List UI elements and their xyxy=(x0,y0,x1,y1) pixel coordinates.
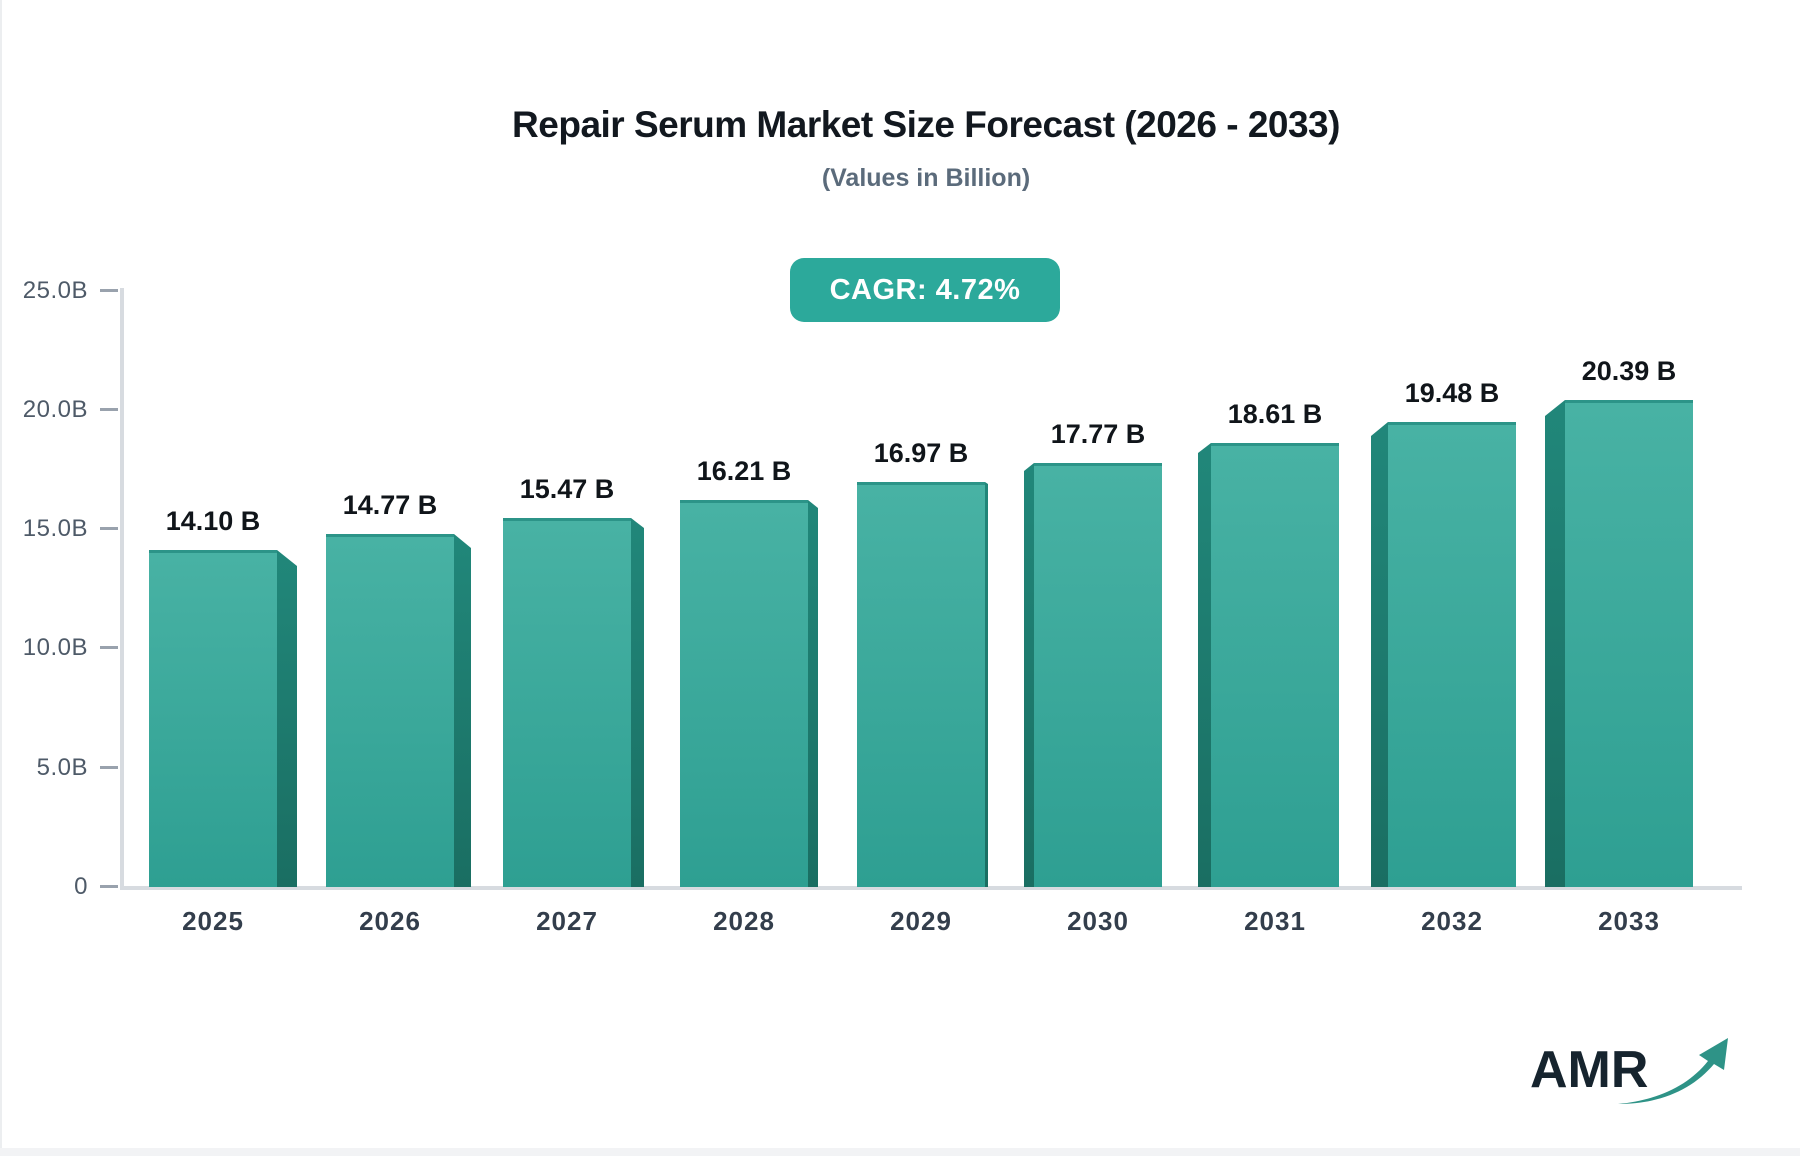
y-axis-tick-label: 0 xyxy=(74,873,88,900)
page-left-edge xyxy=(0,0,2,1156)
chart-title: Repair Serum Market Size Forecast (2026 … xyxy=(512,104,1340,145)
y-axis-tick-dash xyxy=(100,288,118,292)
bar-value-label-2032: 19.48 B xyxy=(1404,378,1500,408)
y-axis-tick-dash xyxy=(100,407,118,411)
x-axis-label-2028: 2028 xyxy=(713,906,775,936)
bar-side-2028 xyxy=(808,500,818,887)
x-axis-label-2031: 2031 xyxy=(1244,906,1306,936)
y-axis-tick-dash xyxy=(100,527,118,531)
bar-2026[interactable] xyxy=(326,534,454,887)
y-axis-tick-label: 25.0B xyxy=(22,276,88,304)
bar-value-label-2027: 15.47 B xyxy=(519,474,615,504)
bar-value-label-2025: 14.10 B xyxy=(165,506,261,536)
bar-2030[interactable] xyxy=(1034,463,1162,887)
bar-side-2026 xyxy=(454,534,471,887)
x-axis-label-2033: 2033 xyxy=(1598,906,1660,936)
bar-2033[interactable] xyxy=(1565,400,1693,887)
bar-value-label-2031: 18.61 B xyxy=(1227,399,1323,429)
bar-value-label-2033: 20.39 B xyxy=(1581,356,1677,386)
x-axis-label-2029: 2029 xyxy=(890,906,952,936)
y-axis-line xyxy=(120,288,124,890)
cagr-badge: CAGR: 4.72% xyxy=(790,258,1060,322)
bar-value-label-2028: 16.21 B xyxy=(696,456,792,486)
bar-value-label-2029: 16.97 B xyxy=(873,438,969,468)
y-axis-tick-dash xyxy=(100,765,118,769)
amr-logo[interactable]: AMR xyxy=(1530,1032,1750,1122)
y-axis-tick-label: 15.0B xyxy=(22,515,88,543)
amr-logo-text: AMR xyxy=(1530,1041,1649,1099)
bar-side-2031 xyxy=(1198,443,1211,887)
bar-2028[interactable] xyxy=(680,500,808,887)
bar-side-2029 xyxy=(985,482,988,887)
bar-value-label-2030: 17.77 B xyxy=(1050,419,1146,449)
growth-arrow-icon xyxy=(1618,1038,1728,1104)
bar-side-2027 xyxy=(631,518,644,887)
x-axis-label-2025: 2025 xyxy=(182,906,244,936)
page-bottom-edge xyxy=(0,1148,1800,1156)
x-axis-line xyxy=(120,886,1742,890)
bar-side-2030 xyxy=(1024,463,1034,887)
x-axis-label-2032: 2032 xyxy=(1421,906,1483,936)
x-axis-label-2027: 2027 xyxy=(536,906,598,936)
bar-2027[interactable] xyxy=(503,518,631,887)
y-axis-tick-dash xyxy=(100,885,118,888)
bar-2031[interactable] xyxy=(1211,443,1339,887)
bar-2025[interactable] xyxy=(149,550,277,887)
y-axis-tick-label: 5.0B xyxy=(36,753,88,781)
bar-2029[interactable] xyxy=(857,482,985,887)
bar-side-2025 xyxy=(277,550,297,887)
y-axis-tick-label: 10.0B xyxy=(22,634,88,662)
y-axis-tick-label: 20.0B xyxy=(22,395,88,423)
bar-side-2032 xyxy=(1371,422,1388,887)
bar-value-label-2026: 14.77 B xyxy=(342,490,438,520)
chart-subtitle: (Values in Billion) xyxy=(821,164,1031,192)
bar-side-2033 xyxy=(1545,400,1565,887)
x-axis-label-2026: 2026 xyxy=(359,906,421,936)
y-axis-tick-dash xyxy=(100,646,118,650)
bar-2032[interactable] xyxy=(1388,422,1516,887)
x-axis-label-2030: 2030 xyxy=(1067,906,1129,936)
